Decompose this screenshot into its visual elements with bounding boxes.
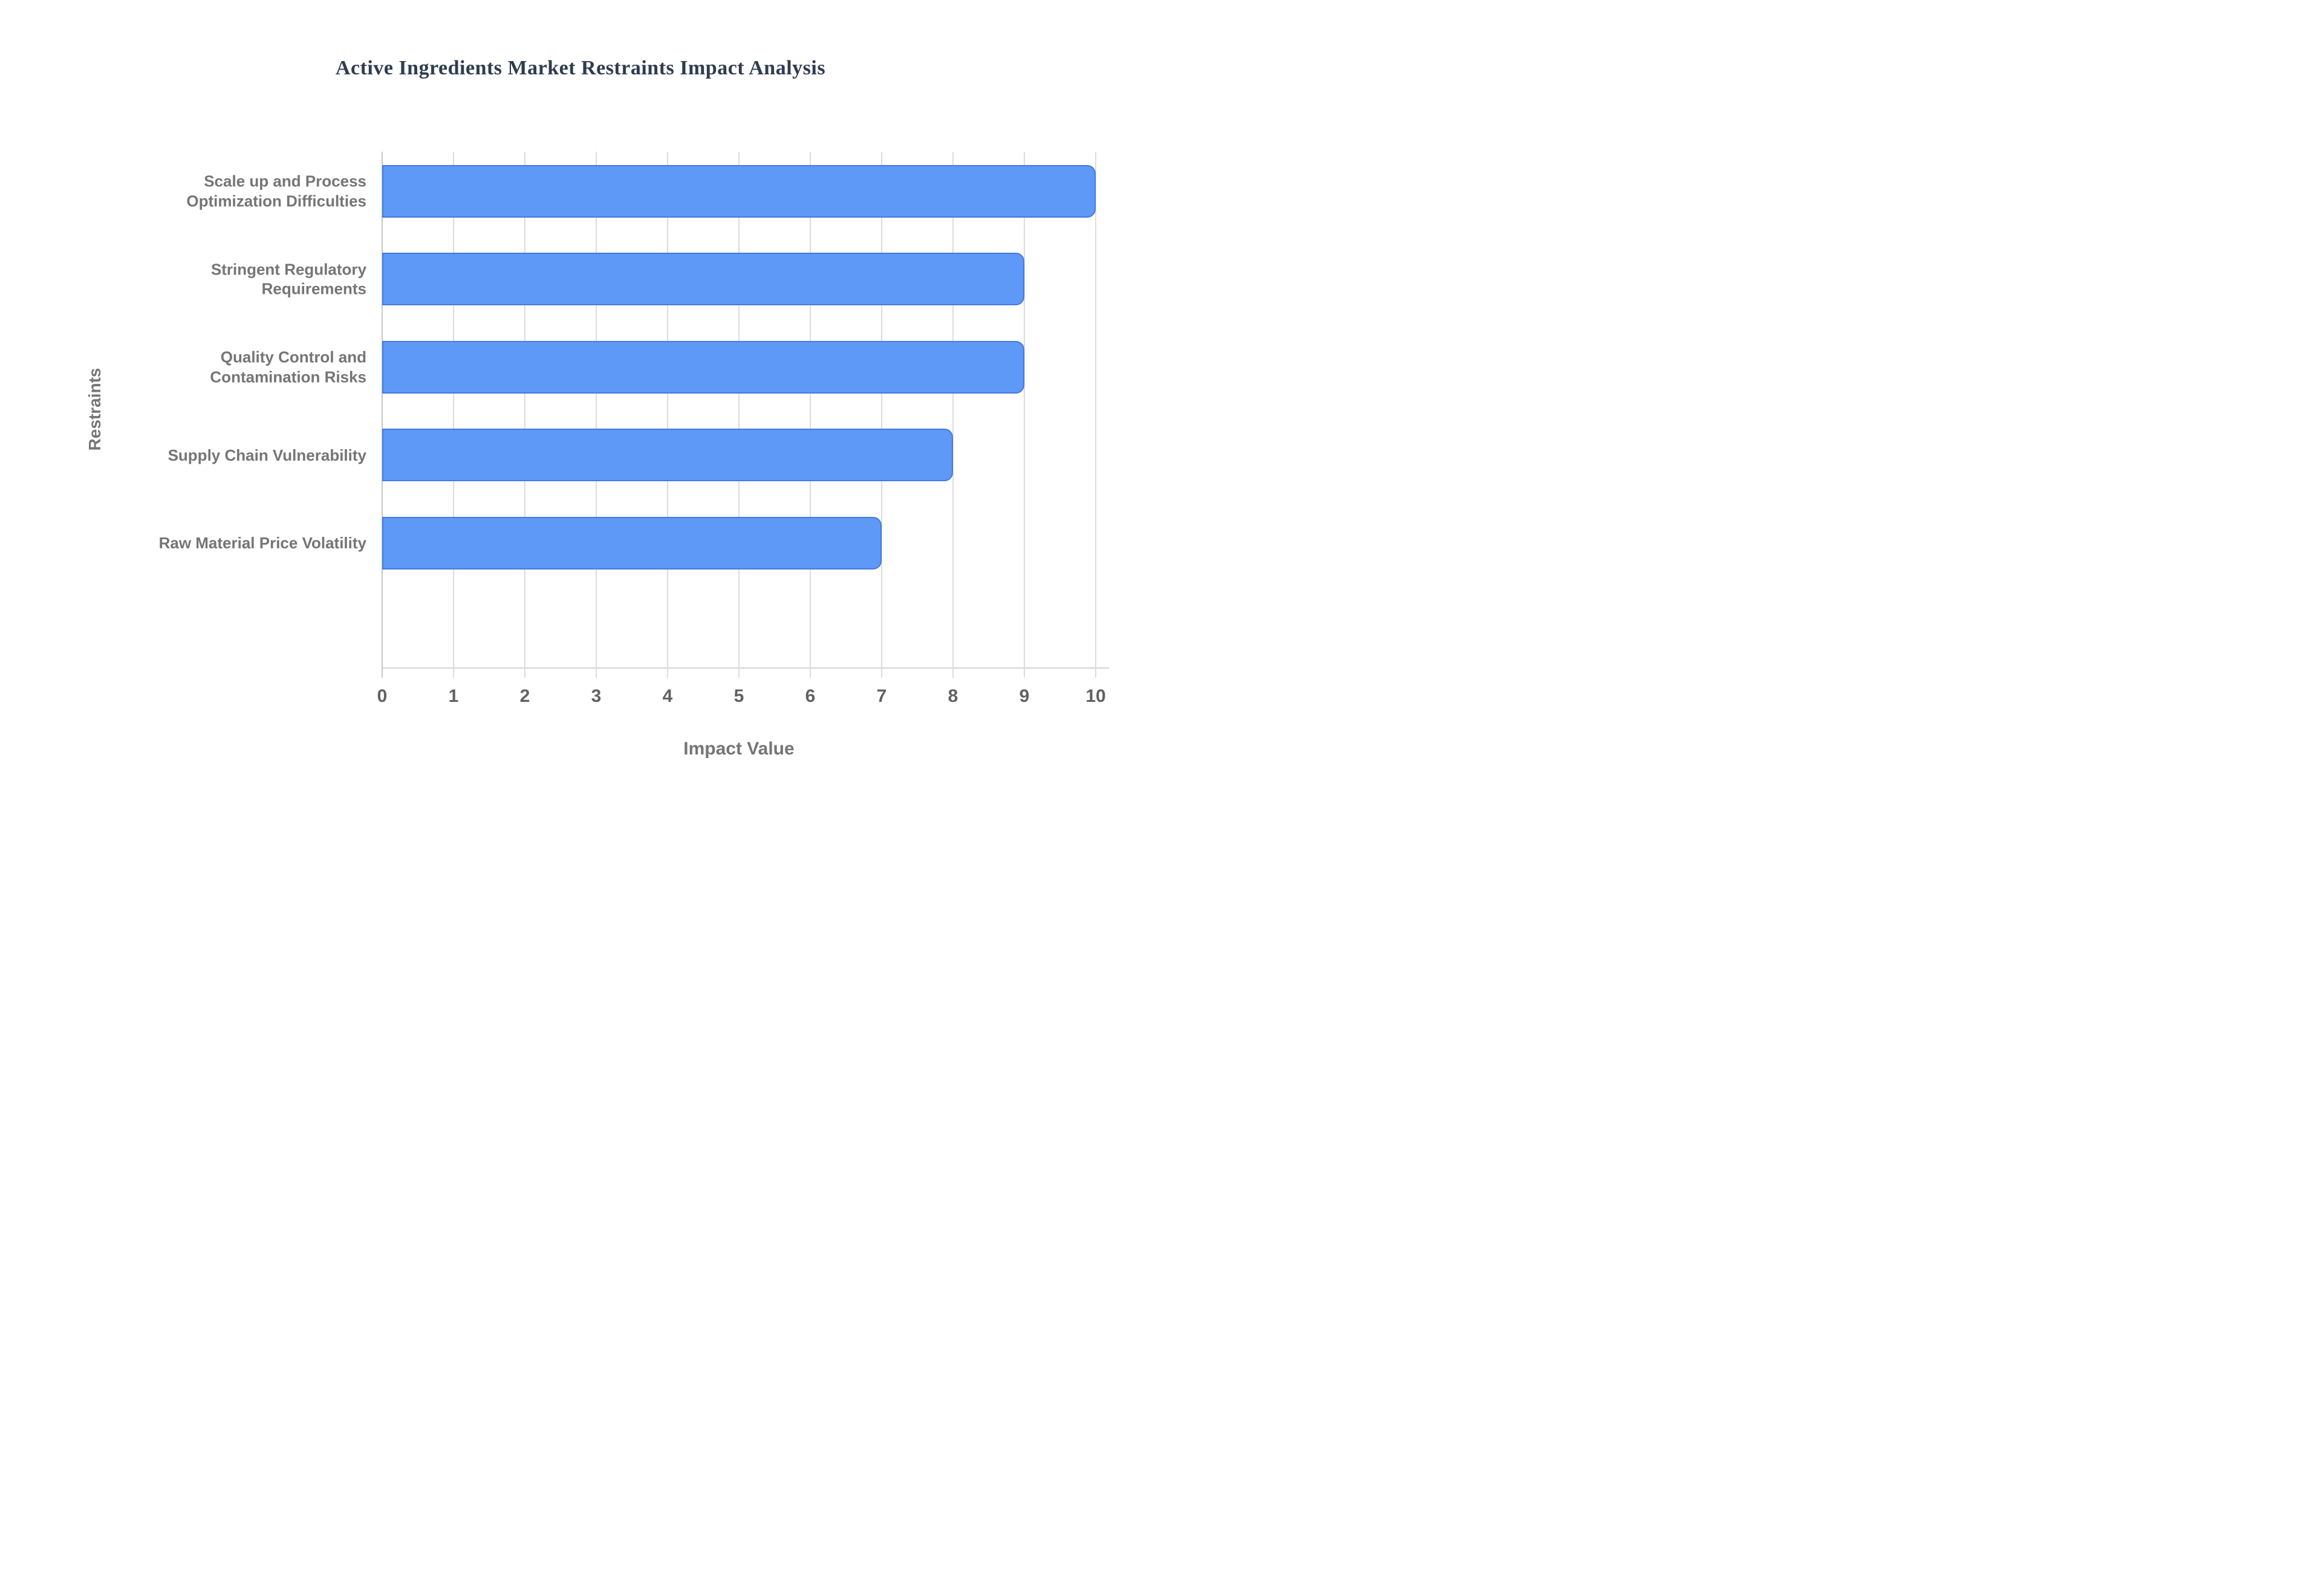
gridline xyxy=(667,152,668,678)
x-axis-title: Impact Value xyxy=(683,739,795,759)
chart-title: Active Ingredients Market Restraints Imp… xyxy=(335,57,826,79)
gridline xyxy=(881,152,882,678)
x-axis-line xyxy=(382,667,1109,669)
x-tick-label: 2 xyxy=(519,686,530,706)
x-tick-label: 3 xyxy=(591,686,602,706)
bar-1 xyxy=(382,164,1096,218)
bar-2 xyxy=(382,253,1024,305)
gridline xyxy=(524,152,525,678)
gridline xyxy=(952,152,954,678)
chart-canvas: { "title": "Active Ingredients Market Re… xyxy=(0,0,1161,798)
category-label: Stringent Regulatory Requirements xyxy=(210,260,366,298)
x-tick-label: 1 xyxy=(448,686,459,706)
gridline xyxy=(1024,152,1025,678)
x-tick-label: 6 xyxy=(805,686,816,706)
x-tick-label: 7 xyxy=(876,686,887,706)
bar-3 xyxy=(382,340,1024,394)
gridline xyxy=(1095,152,1096,678)
x-tick-label: 8 xyxy=(948,686,958,706)
y-axis-line xyxy=(382,152,383,678)
category-label: Scale up and Process Optimization Diffic… xyxy=(186,172,366,210)
bar-5 xyxy=(382,516,882,569)
x-tick-label: 4 xyxy=(662,686,673,706)
x-tick-label: 5 xyxy=(733,686,744,706)
x-tick-label: 0 xyxy=(377,686,388,706)
category-label: Raw Material Price Volatility xyxy=(158,533,366,552)
gridline xyxy=(738,152,740,678)
plot-area xyxy=(382,152,1109,678)
category-label: Quality Control and Contamination Risks xyxy=(210,348,366,386)
category-label: Supply Chain Vulnerability xyxy=(167,446,366,464)
y-axis-title: Restraints xyxy=(85,368,104,451)
x-tick-label: 10 xyxy=(1085,686,1106,706)
gridline xyxy=(453,152,454,678)
gridline xyxy=(810,152,811,678)
bar-4 xyxy=(382,429,953,481)
x-tick-label: 9 xyxy=(1019,686,1030,706)
gridline xyxy=(596,152,597,678)
